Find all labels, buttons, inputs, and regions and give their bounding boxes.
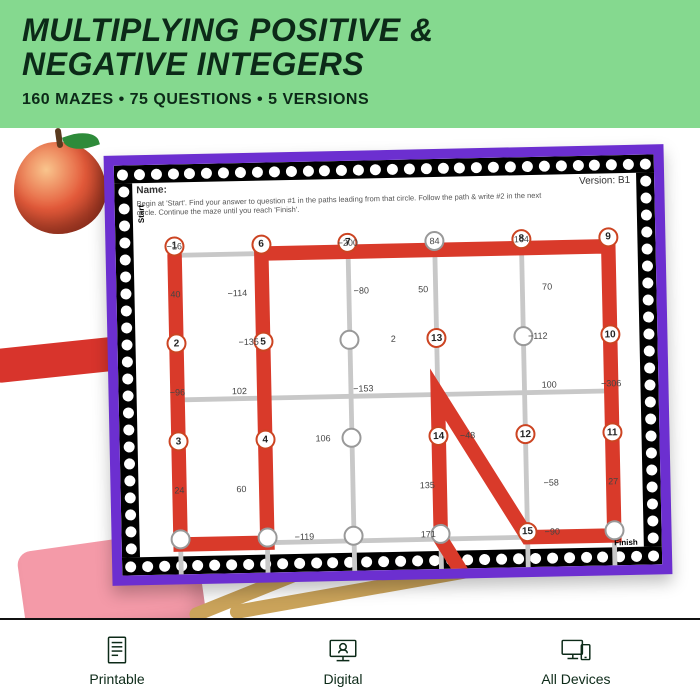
maze-value: −58 [543,477,558,487]
footer-label: Printable [89,671,144,687]
maze-value: −90 [545,526,560,536]
stage: Name: Version: B1 Begin at 'Start'. Find… [0,128,700,618]
maze-value: 24 [174,485,184,495]
start-label: Start [137,205,146,223]
printable-icon [100,633,134,667]
maze-value: −114 [227,288,247,298]
maze-value: −306 [601,378,621,388]
maze-value: −112 [528,331,548,341]
page-title: MULTIPLYING POSITIVE & NEGATIVE INTEGERS [22,14,678,81]
digital-icon [326,633,360,667]
worksheet-card: Name: Version: B1 Begin at 'Start'. Find… [104,144,673,586]
maze-value: −119 [295,532,315,542]
maze-value: −135 [238,337,258,347]
devices-icon [559,633,593,667]
footer-label: All Devices [541,671,610,687]
subtitle: 160 MAZES • 75 QUESTIONS • 5 VERSIONS [22,91,678,109]
maze-value: −16 [167,241,182,251]
maze-value: 50 [418,285,428,295]
maze-value: −153 [353,384,373,394]
maze-value: −48 [460,430,475,440]
version-label: Version: B1 [579,175,630,187]
header: MULTIPLYING POSITIVE & NEGATIVE INTEGERS… [0,0,700,128]
maze-value: 2 [391,334,396,344]
dot-border-left [114,183,140,557]
footer-item-printable: Printable [89,633,144,687]
maze-value: 27 [608,476,618,486]
maze-value: 102 [232,386,247,396]
maze-svg [145,217,637,576]
maze-value: −96 [170,388,185,398]
maze-value: 135 [420,480,435,490]
footer-item-digital: Digital [324,633,363,687]
title-line-2: NEGATIVE INTEGERS [22,48,678,82]
maze-value: 84 [429,235,439,245]
dot-border-right [636,172,662,546]
maze-grid: Start Finish 167892513103414121115−16−20… [145,217,634,553]
maze-value: 60 [236,484,246,494]
footer: Printable Digital All Devices [0,618,700,700]
maze-value: 164 [514,234,529,244]
maze-value: −80 [354,286,369,296]
name-label: Name: [136,181,356,197]
maze-value: −200 [338,237,358,247]
maze-value: 100 [542,380,557,390]
footer-item-devices: All Devices [541,633,610,687]
worksheet: Name: Version: B1 Begin at 'Start'. Find… [114,154,662,575]
maze-value: 171 [421,529,436,539]
title-line-1: MULTIPLYING POSITIVE & [22,14,678,48]
maze-value: 106 [315,433,330,443]
footer-label: Digital [324,671,363,687]
maze-value: 70 [542,282,552,292]
maze-value: 40 [170,290,180,300]
apple-prop [14,142,106,234]
